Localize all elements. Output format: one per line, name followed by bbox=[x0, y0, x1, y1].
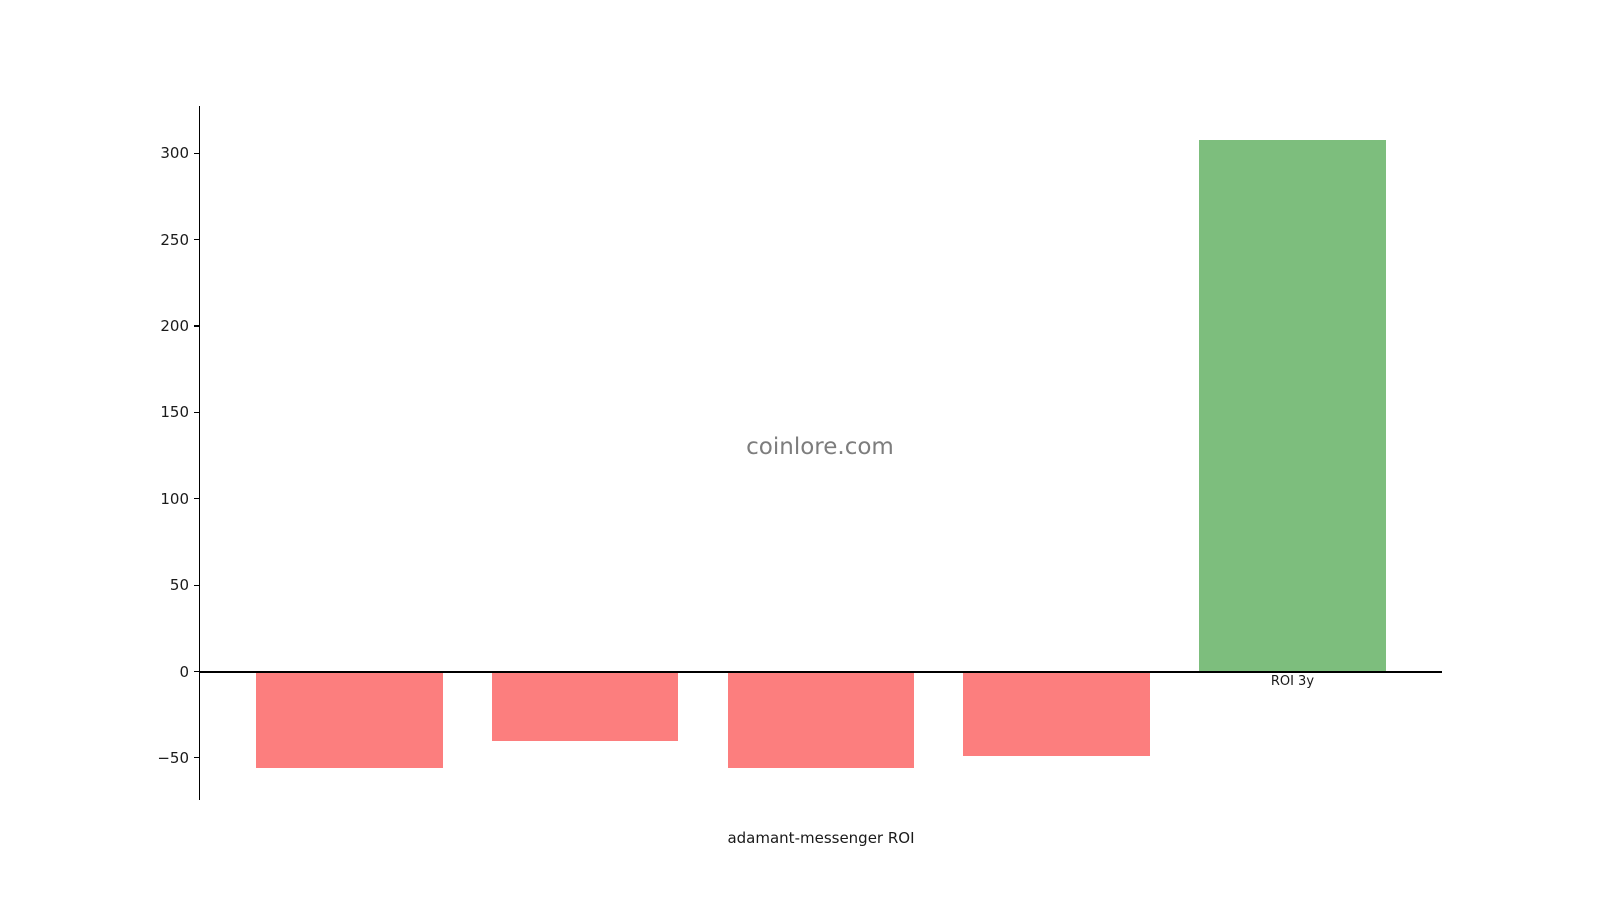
y-tick-mark bbox=[194, 239, 200, 241]
y-tick-mark bbox=[194, 325, 200, 327]
y-tick-label: 0 bbox=[179, 662, 189, 681]
bar-3 bbox=[727, 671, 915, 769]
y-tick-label: 200 bbox=[160, 317, 189, 336]
y-tick-label: −50 bbox=[157, 748, 189, 767]
y-tick-mark bbox=[194, 411, 200, 414]
bar-1 bbox=[256, 671, 443, 769]
y-tick-label: 150 bbox=[160, 403, 189, 422]
y-tick-mark bbox=[194, 498, 200, 500]
y-tick-mark bbox=[194, 757, 200, 759]
y-tick-mark bbox=[194, 670, 200, 673]
y-axis-line bbox=[198, 106, 200, 800]
y-tick-mark bbox=[194, 152, 200, 155]
bar-4 bbox=[963, 671, 1150, 757]
y-tick-label: 250 bbox=[160, 230, 189, 249]
y-tick-label: 50 bbox=[169, 576, 189, 595]
bar-5 bbox=[1199, 139, 1386, 672]
y-tick-mark bbox=[194, 584, 200, 586]
watermark-text: coinlore.com bbox=[746, 434, 894, 460]
chart-title: adamant-messenger ROI bbox=[727, 829, 915, 847]
y-tick-label: 100 bbox=[160, 489, 189, 508]
y-tick-label: 300 bbox=[160, 144, 189, 163]
x-tick-label: ROI 3y bbox=[1270, 674, 1315, 689]
bar-2 bbox=[491, 671, 679, 741]
x-axis-zero-line bbox=[200, 671, 1442, 673]
